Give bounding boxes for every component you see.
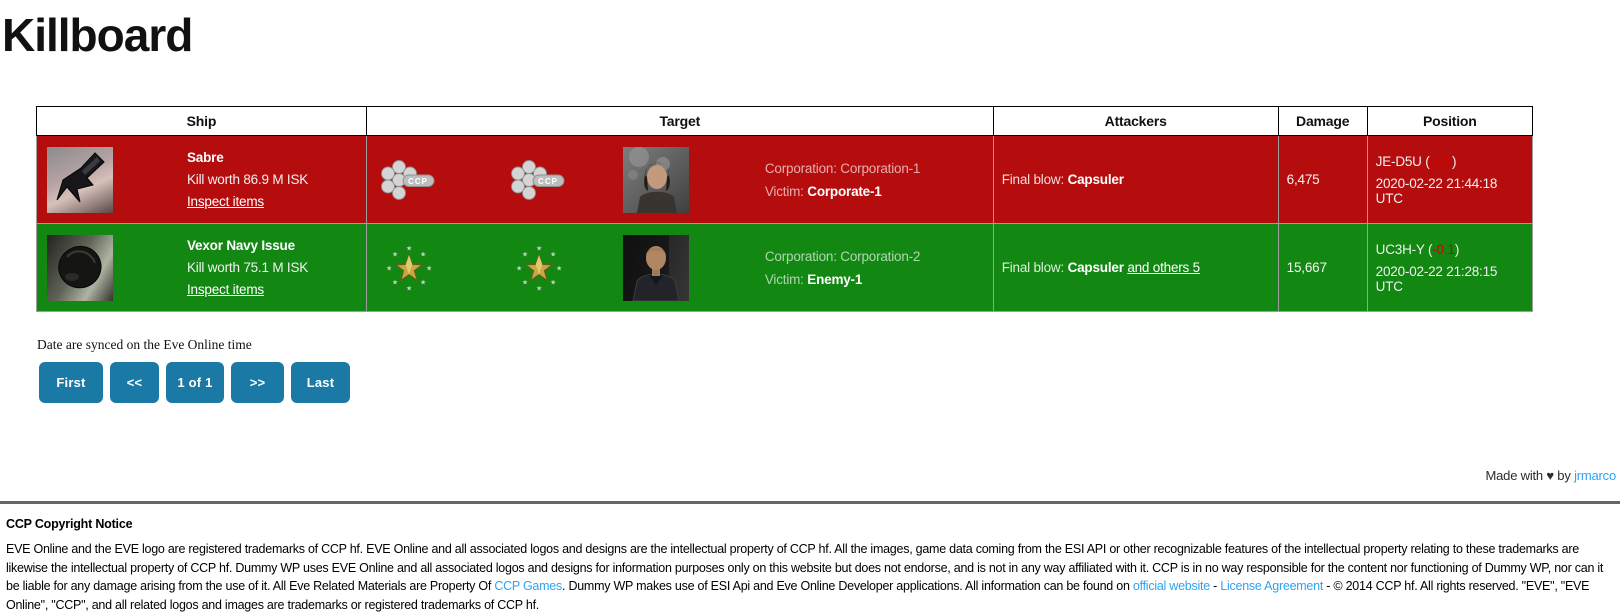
- page-title: Killboard: [2, 9, 193, 61]
- col-header-target: Target: [365, 106, 994, 136]
- and-others-link[interactable]: and others 5: [1127, 260, 1200, 275]
- ship-cell: Sabre Kill worth 86.9 M ISK Inspect item…: [36, 135, 367, 224]
- target-cell: ★ ★ ★ ★ ★ ★ ★ ★ ★ ★ ★ ★ ★ ★ ★ ★: [365, 223, 994, 312]
- corporation-ccp-logo-icon: CCP: [510, 154, 567, 206]
- svg-text:★: ★: [522, 278, 528, 286]
- footer-text: EVE Online and the EVE logo are register…: [6, 540, 1614, 614]
- portrait-female-icon: [627, 146, 677, 213]
- victim-line: Victim: Corporate-1: [765, 184, 920, 199]
- pagination-last-button[interactable]: Last: [291, 362, 350, 403]
- final-blow-name: Capsuler: [1067, 260, 1124, 275]
- damage-value: 15,667: [1286, 260, 1327, 275]
- pagination-next-button[interactable]: >>: [231, 362, 284, 403]
- pagination-first-button[interactable]: First: [39, 362, 103, 403]
- ship-render-icon: [58, 245, 102, 288]
- victim-portrait: [622, 234, 689, 301]
- system-line: UC3H-Y (-0.1): [1375, 241, 1460, 257]
- ship-cell: Vexor Navy Issue Kill worth 75.1 M ISK I…: [36, 223, 367, 312]
- victim-label: Victim:: [764, 271, 808, 287]
- footer-text-segment: . Dummy WP makes use of ESI Api and Eve …: [562, 579, 1133, 593]
- pagination-page-indicator[interactable]: 1 of 1: [166, 362, 224, 403]
- system-line: JE-D5U (-0.2): [1375, 153, 1457, 169]
- kill-timestamp: 2020-02-22 21:28:15 UTC: [1375, 263, 1498, 294]
- sync-note: Date are synced on the Eve Online time: [37, 337, 252, 352]
- victim-label: Victim:: [764, 183, 808, 199]
- final-blow-label: Final blow:: [1001, 260, 1068, 275]
- svg-text:★: ★: [426, 264, 432, 272]
- target-cell: CCP CCP: [365, 135, 994, 224]
- system-name: JE-D5U: [1375, 153, 1426, 169]
- svg-text:★: ★: [550, 278, 556, 286]
- credit-text: Made with ♥ by: [1485, 468, 1575, 483]
- svg-text:★: ★: [420, 250, 426, 258]
- footer-title: CCP Copyright Notice: [6, 517, 133, 531]
- security-status: -0.2: [1429, 153, 1453, 169]
- inspect-items-link[interactable]: Inspect items: [187, 194, 264, 209]
- license-agreement-link[interactable]: License Agreement: [1220, 579, 1324, 593]
- portrait-male-icon: [632, 234, 689, 301]
- official-website-link[interactable]: official website: [1132, 579, 1210, 593]
- svg-text:CCP: CCP: [538, 176, 558, 185]
- corporation-line: Corporation: Corporation-1: [764, 160, 921, 176]
- vexor-ship-image: [47, 234, 113, 301]
- svg-text:★: ★: [536, 284, 542, 292]
- final-blow-label: Final blow:: [1001, 172, 1068, 187]
- kill-row-1: Sabre Kill worth 86.9 M ISK Inspect item…: [36, 135, 1534, 224]
- killboard-content: Ship Target Attackers Damage Position: [36, 106, 1534, 403]
- svg-text:CCP: CCP: [408, 176, 428, 185]
- footer-text-segment: -: [1209, 579, 1221, 593]
- victim-name: Enemy-1: [807, 271, 863, 287]
- victim-portrait: [622, 146, 689, 213]
- author-link[interactable]: jrmarco: [1574, 468, 1616, 483]
- svg-text:★: ★: [420, 278, 426, 286]
- kill-timestamp: 2020-02-22 21:44:18 UTC: [1375, 175, 1498, 206]
- position-cell: JE-D5U (-0.2) 2020-02-22 21:44:18 UTC: [1366, 135, 1534, 224]
- damage-cell: 6,475: [1277, 135, 1368, 224]
- svg-text:★: ★: [392, 250, 398, 258]
- svg-text:★: ★: [406, 244, 412, 252]
- final-blow-name: Capsuler: [1067, 172, 1124, 187]
- svg-text:★: ★: [406, 284, 412, 292]
- kill-row-2: Vexor Navy Issue Kill worth 75.1 M ISK I…: [36, 223, 1534, 312]
- alliance-ccp-logo-icon: CCP: [380, 154, 437, 206]
- position-cell: UC3H-Y (-0.1) 2020-02-22 21:28:15 UTC: [1366, 223, 1534, 312]
- system-name: UC3H-Y: [1375, 241, 1429, 257]
- damage-cell: 15,667: [1277, 223, 1368, 312]
- pagination: First << 1 of 1 >> Last: [39, 362, 1533, 403]
- ship-name: Sabre: [187, 150, 224, 165]
- victim-name: Corporate-1: [807, 183, 882, 199]
- col-header-position: Position: [1366, 106, 1534, 136]
- security-status: -0.1: [1432, 241, 1455, 257]
- corporation-star-logo-icon: ★ ★ ★ ★ ★ ★ ★ ★: [511, 242, 567, 294]
- svg-text:★: ★: [550, 250, 556, 258]
- pagination-prev-button[interactable]: <<: [110, 362, 159, 403]
- attackers-cell: Final blow: Capsuler: [992, 135, 1279, 224]
- sabre-ship-image: [47, 146, 113, 213]
- col-header-ship: Ship: [36, 106, 367, 136]
- damage-value: 6,475: [1286, 172, 1320, 187]
- svg-text:★: ★: [556, 264, 562, 272]
- svg-text:★: ★: [392, 278, 398, 286]
- attackers-cell: Final blow: Capsuler and others 5: [992, 223, 1279, 312]
- killboard-table: Ship Target Attackers Damage Position: [36, 106, 1534, 312]
- copyright-footer: CCP Copyright Notice EVE Online and the …: [0, 501, 1620, 614]
- col-header-damage: Damage: [1277, 106, 1368, 136]
- svg-text:★: ★: [536, 244, 542, 252]
- alliance-star-logo-icon: ★ ★ ★ ★ ★ ★ ★ ★: [381, 242, 437, 294]
- svg-text:★: ★: [516, 264, 522, 272]
- kill-worth: Kill worth 86.9 M ISK: [187, 172, 309, 187]
- table-header-row: Ship Target Attackers Damage Position: [36, 106, 1534, 136]
- inspect-items-link[interactable]: Inspect items: [187, 282, 264, 297]
- svg-text:★: ★: [386, 264, 392, 272]
- kill-worth: Kill worth 75.1 M ISK: [187, 260, 309, 275]
- ccp-games-link[interactable]: CCP Games: [494, 579, 562, 593]
- victim-line: Victim: Enemy-1: [765, 272, 920, 287]
- svg-text:★: ★: [522, 250, 528, 258]
- ship-render-icon: [56, 151, 105, 202]
- credit-line: Made with ♥ by jrmarco: [1485, 468, 1617, 483]
- ship-name: Vexor Navy Issue: [187, 238, 295, 253]
- col-header-attackers: Attackers: [992, 106, 1279, 136]
- corporation-line: Corporation: Corporation-2: [764, 248, 921, 264]
